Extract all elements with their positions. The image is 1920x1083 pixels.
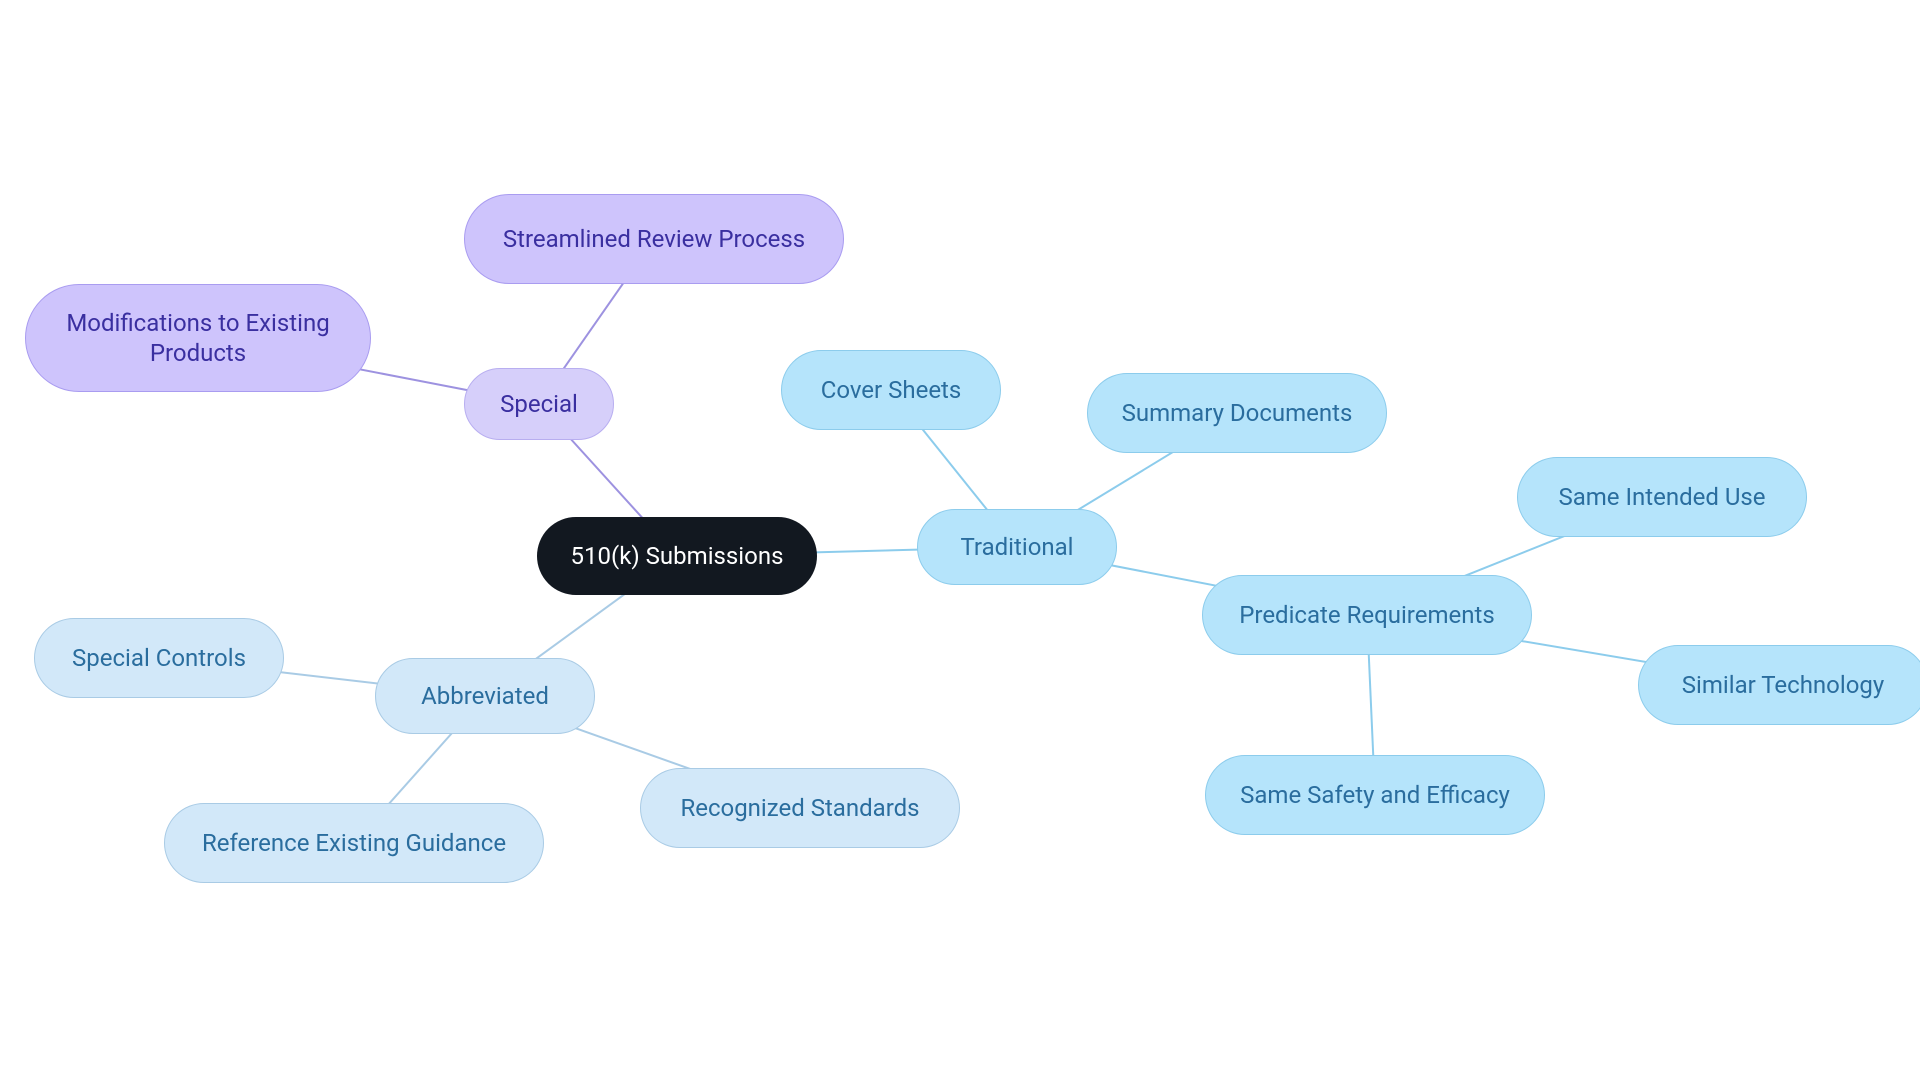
node-cover: Cover Sheets — [781, 350, 1001, 430]
node-predicate: Predicate Requirements — [1202, 575, 1532, 655]
node-controls: Special Controls — [34, 618, 284, 698]
node-root: 510(k) Submissions — [537, 517, 817, 595]
node-reference: Reference Existing Guidance — [164, 803, 544, 883]
node-summary: Summary Documents — [1087, 373, 1387, 453]
mindmap-canvas: 510(k) Submissions Special Streamlined Rev… — [0, 0, 1920, 1083]
node-safety: Same Safety and Efficacy — [1205, 755, 1545, 835]
node-same_use: Same Intended Use — [1517, 457, 1807, 537]
node-similar_tech: Similar Technology — [1638, 645, 1920, 725]
node-abbreviated: Abbreviated — [375, 658, 595, 734]
node-special: Special — [464, 368, 614, 440]
node-recognized: Recognized Standards — [640, 768, 960, 848]
node-mods: Modifications to Existing Products — [25, 284, 371, 392]
node-streamlined: Streamlined Review Process — [464, 194, 844, 284]
node-traditional: Traditional — [917, 509, 1117, 585]
